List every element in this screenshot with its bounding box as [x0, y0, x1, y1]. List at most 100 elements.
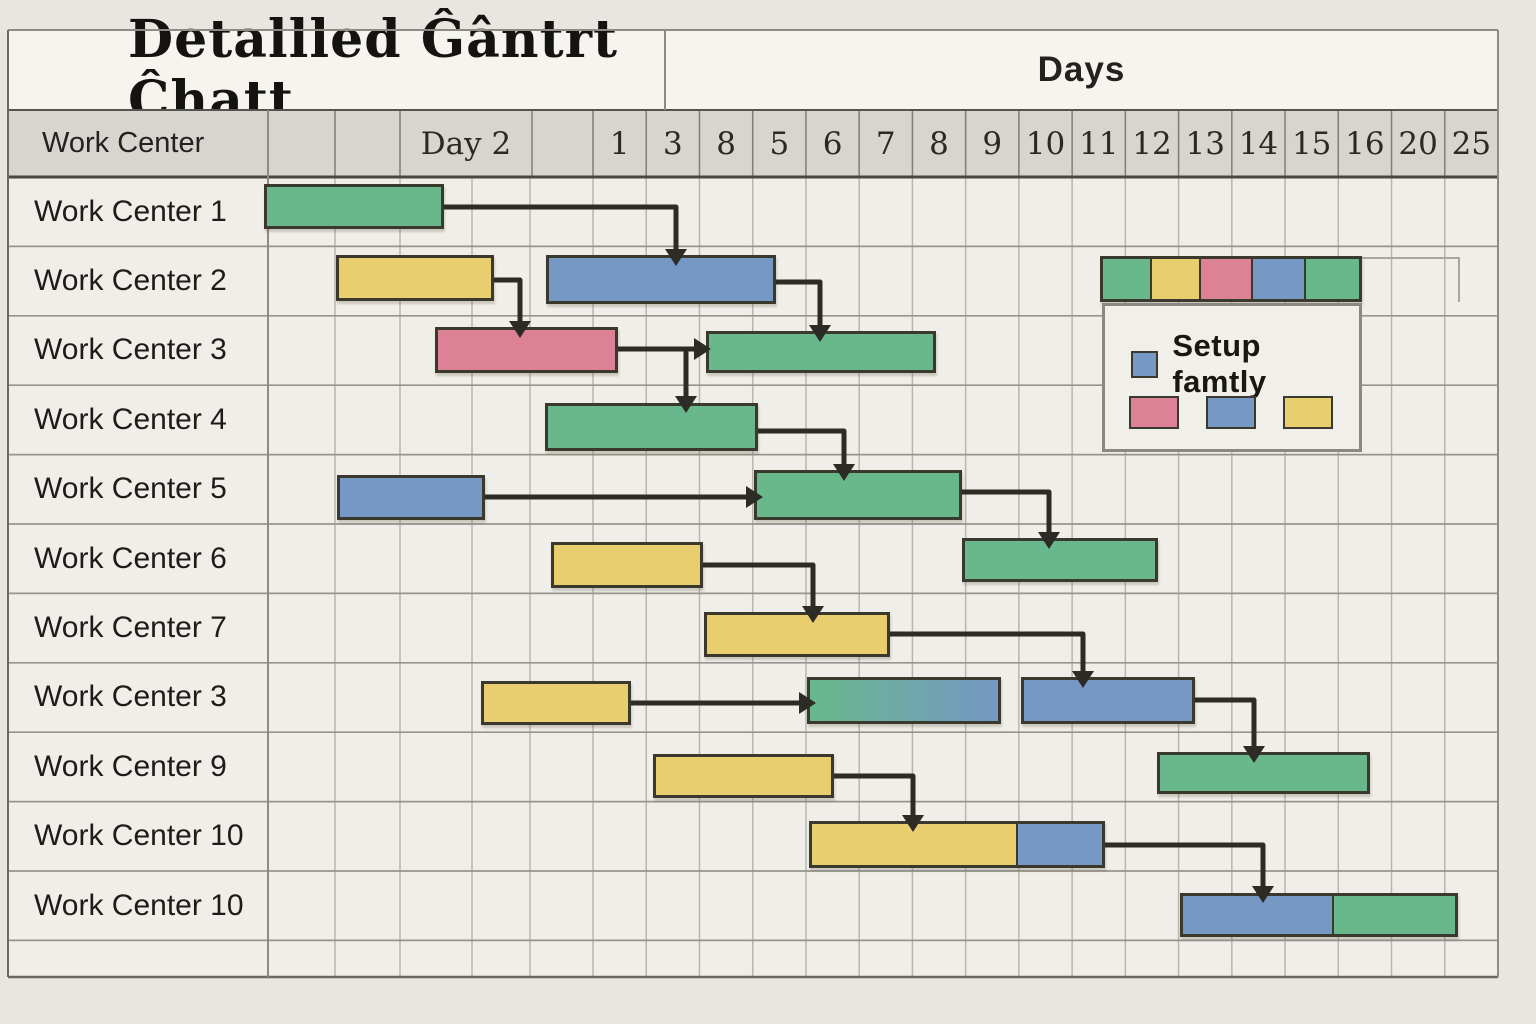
row-label-text: Work Center 9: [34, 749, 227, 783]
day-header-cell: 9: [982, 125, 1003, 162]
row-label-text: Work Center 2: [34, 264, 227, 298]
bar-segment: [1183, 896, 1332, 934]
dependency-arrowhead: [902, 815, 924, 832]
dependency-arrow: [703, 562, 816, 606]
legend-swatch: [1283, 396, 1333, 429]
bar-segment: [438, 330, 615, 370]
gantt-bar: [1180, 893, 1458, 937]
bar-segment: [707, 615, 887, 654]
chart-title-cell: Detallled Ĝântrt Ĉhatt: [8, 9, 665, 131]
day-header-cell: 12: [1132, 125, 1172, 162]
dependency-arrowhead: [694, 338, 711, 360]
day-range-header-cell: Day 2: [420, 125, 512, 162]
legend-key-swatch: [1131, 350, 1159, 378]
gantt-bar: [1157, 752, 1370, 794]
dependency-arrow: [1195, 697, 1257, 746]
gantt-bar: [551, 542, 703, 588]
legend-swatch: [1206, 396, 1256, 429]
bar-segment: [340, 478, 482, 517]
row-label-text: Work Center 10: [34, 819, 244, 853]
work-center-header-cell: Work Center: [8, 110, 268, 177]
row-label-text: Work Center 10: [34, 888, 244, 922]
row-label: Work Center 5: [8, 455, 268, 524]
gantt-bar: [481, 681, 631, 725]
bar-segment: [757, 473, 959, 517]
bar-segment: [554, 545, 700, 585]
bar-segment: [267, 187, 441, 226]
row-label: Work Center 10: [8, 802, 268, 871]
row-label-column: Work Center 1 Work Center 2 Work Center 3 W…: [8, 177, 268, 977]
bar-segment: [548, 406, 755, 448]
legend-swatch-row: [1129, 396, 1333, 429]
dependency-arrowhead: [509, 321, 531, 338]
gantt-bar: [545, 403, 758, 451]
dependency-arrow: [776, 279, 823, 325]
legend-label: Setup famtly: [1172, 328, 1267, 399]
days-title-cell: Days: [665, 30, 1498, 110]
legend-box: Setup famtly: [1102, 303, 1362, 452]
days-axis-title: Days: [1037, 50, 1126, 89]
row-label-text: Work Center 6: [34, 541, 227, 575]
gantt-bar: [704, 612, 890, 657]
legend-key-row: Setup famtly: [1131, 328, 1359, 400]
dependency-arrow: [494, 277, 523, 321]
bar-segment: [1149, 259, 1199, 299]
dependency-arrowhead: [1072, 671, 1094, 688]
gantt-bar: [1100, 256, 1362, 302]
day-header-cell: 6: [822, 125, 843, 162]
bar-segment: [549, 258, 773, 301]
work-center-header-label: Work Center: [42, 127, 205, 159]
gantt-bar: [754, 470, 962, 520]
gantt-bar: [264, 184, 444, 229]
row-label: Work Center 10: [8, 871, 268, 940]
dependency-arrow: [758, 428, 847, 464]
day-header-cell: 14: [1238, 125, 1279, 162]
dependency-arrowhead: [746, 486, 763, 508]
gantt-bar: [1021, 677, 1195, 724]
row-label: Work Center 7: [8, 593, 268, 662]
dependency-arrow: [1105, 842, 1266, 886]
bar-segment: [656, 757, 831, 795]
legend-swatch: [1129, 396, 1179, 429]
dependency-arrowhead: [799, 692, 816, 714]
dependency-arrow: [890, 631, 1086, 671]
gantt-bar: [807, 677, 1001, 724]
bar-segment: [1331, 896, 1455, 934]
dependency-arrowhead: [1038, 532, 1060, 549]
gantt-bar: [435, 327, 618, 373]
dependency-arrow: [962, 489, 1052, 532]
row-label-text: Work Center 4: [34, 402, 227, 436]
day-header-cell: 15: [1291, 125, 1332, 162]
dependency-arrowhead: [665, 249, 687, 266]
day-header-cell: 11: [1079, 125, 1119, 162]
bar-segment: [1160, 755, 1367, 791]
row-label: Work Center 6: [8, 524, 268, 593]
day-header-cell: 16: [1345, 125, 1385, 162]
gantt-bar: [336, 255, 494, 301]
day-header-cell: 7: [875, 125, 896, 162]
gantt-bar: [809, 821, 1105, 868]
bar-segment: [1198, 259, 1251, 299]
bar-segment: [1103, 259, 1150, 299]
row-label-text: Work Center 3: [34, 680, 227, 714]
day-header-cell: 1: [609, 125, 630, 162]
dependency-arrow: [834, 773, 916, 815]
row-label: Work Center 3: [8, 316, 268, 385]
day-header-cell: 3: [662, 125, 683, 162]
row-label-text: Work Center 7: [34, 611, 227, 645]
day-header-cell: 5: [769, 125, 790, 162]
gantt-bar: [962, 538, 1158, 582]
dependency-arrowhead: [1243, 746, 1265, 763]
day-header-cell: 8: [929, 125, 949, 162]
bar-segment: [965, 541, 1155, 579]
dependency-arrowhead: [809, 325, 831, 342]
dependency-arrowhead: [1252, 886, 1274, 903]
row-label-text: Work Center 1: [34, 194, 227, 228]
gantt-bar: [337, 475, 485, 520]
dependency-arrow: [444, 204, 679, 249]
bar-segment: [1015, 824, 1102, 865]
row-label: Work Center 4: [8, 385, 268, 454]
dependency-arrowhead: [802, 606, 824, 623]
